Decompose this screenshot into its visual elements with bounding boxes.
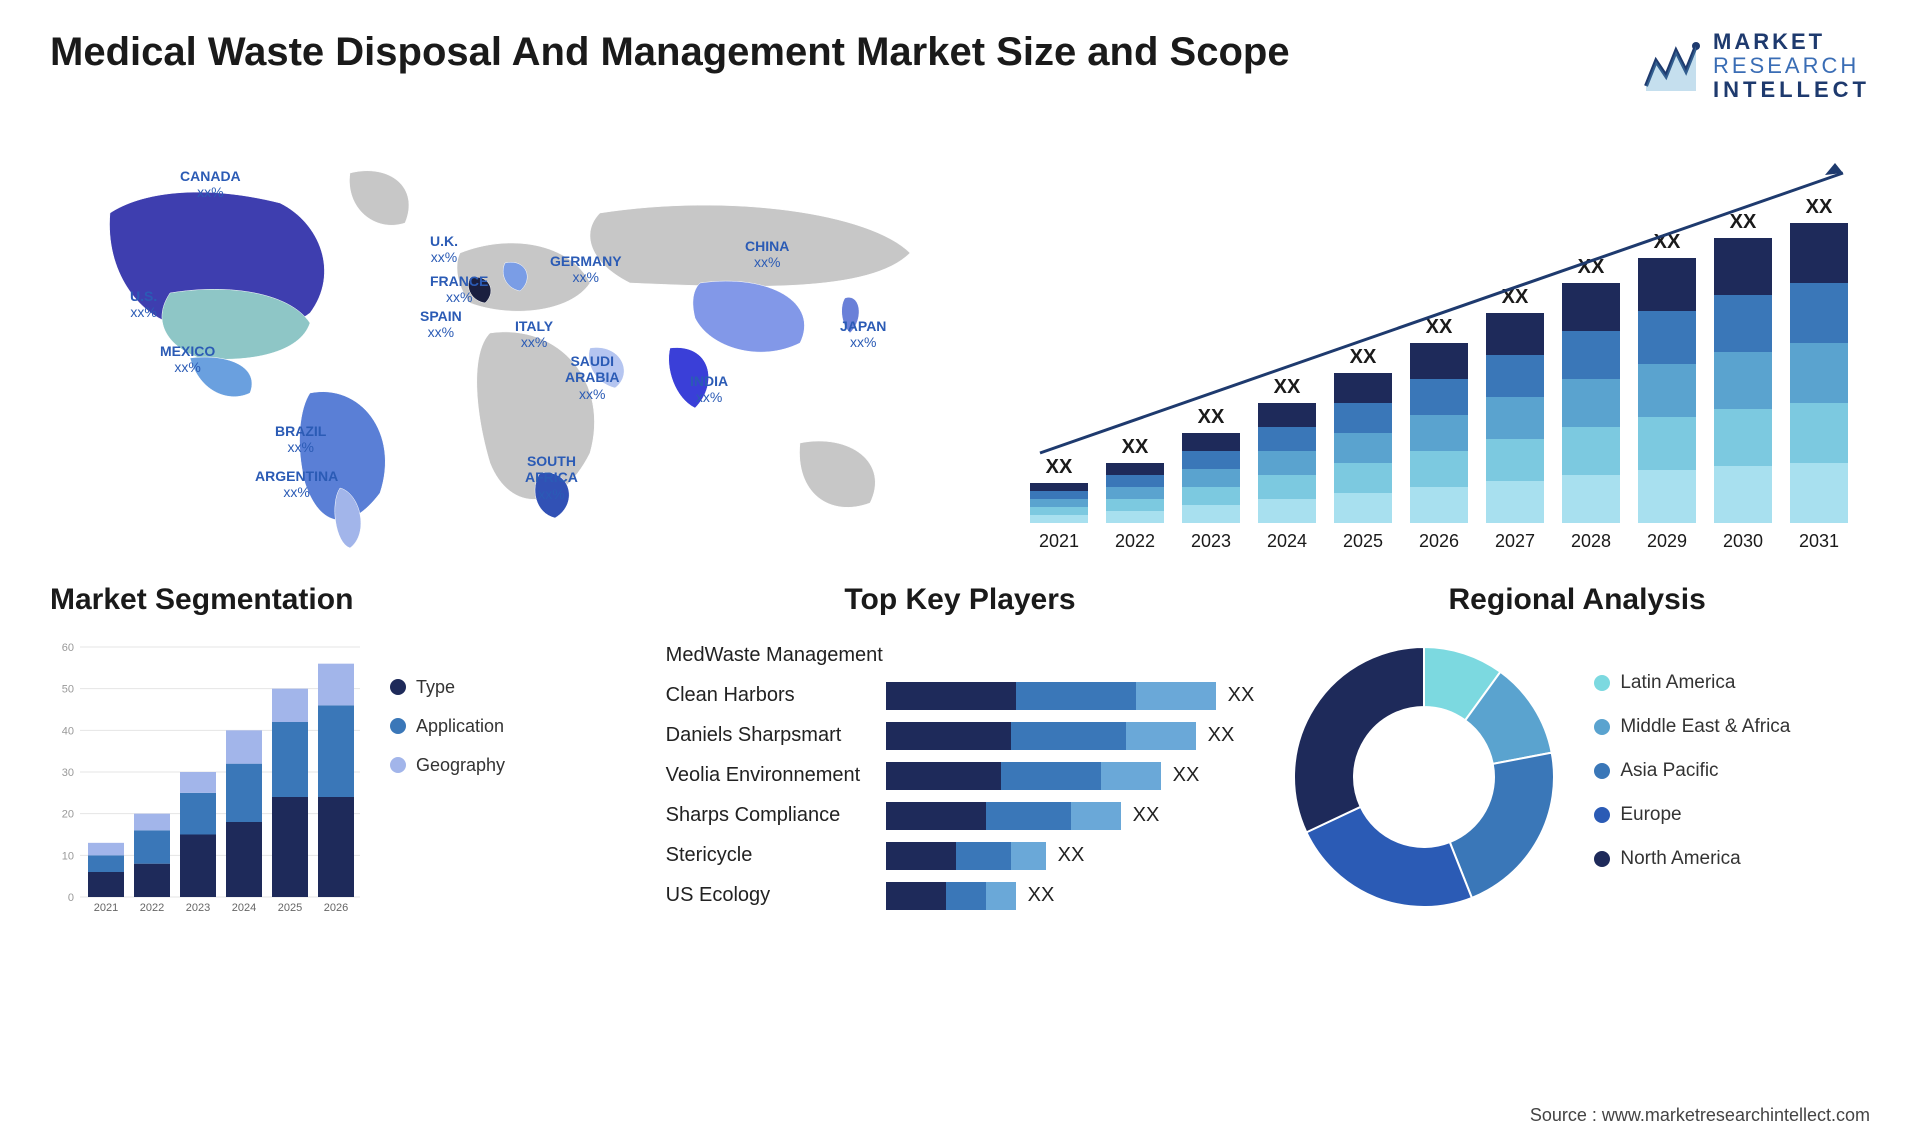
player-row: Sharps ComplianceXX: [666, 797, 1255, 835]
svg-text:2025: 2025: [278, 902, 302, 914]
source-attribution: Source : www.marketresearchintellect.com: [1530, 1105, 1870, 1126]
regional-title: Regional Analysis: [1284, 583, 1870, 617]
svg-text:XX: XX: [1806, 196, 1833, 218]
svg-text:XX: XX: [1350, 346, 1377, 368]
svg-text:XX: XX: [1122, 436, 1149, 458]
regional-donut: [1284, 637, 1564, 917]
logo-text-3: INTELLECT: [1713, 78, 1870, 102]
map-label: ARGENTINAxx%: [255, 468, 338, 502]
svg-text:50: 50: [62, 683, 74, 695]
player-row: MedWaste Management: [666, 637, 1255, 675]
map-label: GERMANYxx%: [550, 253, 622, 287]
map-label: SAUDIARABIAxx%: [565, 353, 619, 403]
map-label: MEXICOxx%: [160, 343, 215, 377]
svg-text:XX: XX: [1730, 211, 1757, 233]
regional-legend: Latin America Middle East & Africa Asia Pa…: [1594, 662, 1790, 892]
player-name: US Ecology: [666, 884, 886, 907]
players-title: Top Key Players: [666, 583, 1255, 617]
legend-item: Type: [390, 677, 505, 698]
legend-item: Asia Pacific: [1594, 760, 1790, 782]
map-label: U.S.xx%: [130, 288, 157, 322]
map-label: U.K.xx%: [430, 233, 458, 267]
segmentation-panel: Market Segmentation 0 10 20 30 40 50 60 2021 202…: [50, 583, 636, 917]
svg-text:XX: XX: [1046, 456, 1073, 478]
player-name: Veolia Environnement: [666, 764, 886, 787]
regional-panel: Regional Analysis Latin America Middle Ea…: [1284, 583, 1870, 917]
legend-item: Application: [390, 716, 505, 737]
svg-text:XX: XX: [1198, 406, 1225, 428]
svg-text:2021: 2021: [94, 902, 118, 914]
legend-item: North America: [1594, 848, 1790, 870]
svg-text:10: 10: [62, 850, 74, 862]
map-label: SOUTHAFRICAxx%: [525, 453, 578, 503]
svg-text:2031: 2031: [1799, 531, 1839, 551]
svg-text:2028: 2028: [1571, 531, 1611, 551]
logo-text-2: RESEARCH: [1713, 54, 1870, 78]
svg-text:20: 20: [62, 808, 74, 820]
svg-text:60: 60: [62, 642, 74, 654]
legend-item: Middle East & Africa: [1594, 716, 1790, 738]
map-label: CHINAxx%: [745, 238, 789, 272]
svg-text:2021: 2021: [1039, 531, 1079, 551]
map-label: CANADAxx%: [180, 168, 241, 202]
svg-text:2022: 2022: [140, 902, 164, 914]
legend-item: Geography: [390, 755, 505, 776]
svg-text:2022: 2022: [1115, 531, 1155, 551]
svg-text:2026: 2026: [324, 902, 348, 914]
svg-text:2026: 2026: [1419, 531, 1459, 551]
svg-text:2025: 2025: [1343, 531, 1383, 551]
svg-text:2023: 2023: [1191, 531, 1231, 551]
player-row: Clean HarborsXX: [666, 677, 1255, 715]
svg-text:2024: 2024: [232, 902, 256, 914]
svg-text:0: 0: [68, 892, 74, 904]
svg-text:2027: 2027: [1495, 531, 1535, 551]
svg-text:XX: XX: [1426, 316, 1453, 338]
market-size-chart: XX 2021 XX 2022 XX 2023 XX 2024 XX 2025 XX 2026 XX 20…: [1010, 133, 1870, 553]
segmentation-title: Market Segmentation: [50, 583, 636, 617]
legend-item: Europe: [1594, 804, 1790, 826]
brand-logo: MARKET RESEARCH INTELLECT: [1641, 30, 1870, 103]
segmentation-chart: 0 10 20 30 40 50 60 2021 2022 2023 2024 2025 2026: [50, 637, 370, 917]
map-label: INDIAxx%: [690, 373, 728, 407]
player-name: Daniels Sharpsmart: [666, 724, 886, 747]
map-label: SPAINxx%: [420, 308, 462, 342]
player-name: Stericycle: [666, 844, 886, 867]
player-name: Clean Harbors: [666, 684, 886, 707]
svg-text:2030: 2030: [1723, 531, 1763, 551]
legend-item: Latin America: [1594, 672, 1790, 694]
world-map: CANADAxx% U.S.xx%MEXICOxx% BRAZILxx% ARGENT…: [50, 133, 970, 553]
player-name: Sharps Compliance: [666, 804, 886, 827]
logo-text-1: MARKET: [1713, 30, 1870, 54]
map-label: FRANCExx%: [430, 273, 488, 307]
player-row: Veolia EnvironnementXX: [666, 757, 1255, 795]
svg-text:2024: 2024: [1267, 531, 1307, 551]
svg-text:2029: 2029: [1647, 531, 1687, 551]
svg-text:40: 40: [62, 725, 74, 737]
svg-text:XX: XX: [1274, 376, 1301, 398]
segmentation-legend: Type Application Geography: [390, 637, 505, 917]
svg-text:30: 30: [62, 767, 74, 779]
logo-icon: [1641, 36, 1701, 96]
map-label: BRAZILxx%: [275, 423, 326, 457]
page-title: Medical Waste Disposal And Management Ma…: [50, 30, 1290, 75]
player-row: StericycleXX: [666, 837, 1255, 875]
svg-text:2023: 2023: [186, 902, 210, 914]
player-name: MedWaste Management: [666, 644, 886, 667]
map-label: JAPANxx%: [840, 318, 886, 352]
key-players-panel: Top Key Players MedWaste Management Clean…: [666, 583, 1255, 917]
player-row: Daniels SharpsmartXX: [666, 717, 1255, 755]
map-label: ITALYxx%: [515, 318, 553, 352]
player-row: US EcologyXX: [666, 877, 1255, 915]
